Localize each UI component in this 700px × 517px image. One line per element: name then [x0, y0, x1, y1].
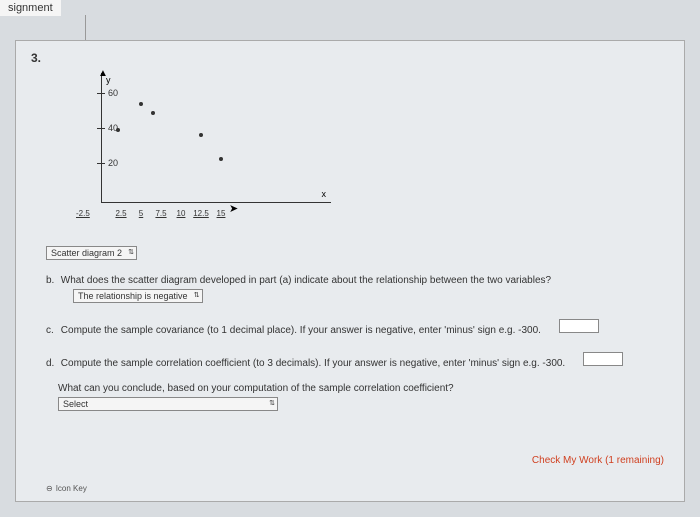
part-c-label: c.	[46, 325, 58, 336]
neg-x-label: -2.5	[76, 209, 90, 218]
part-b-question: What does the scatter diagram developed …	[61, 275, 551, 286]
conclusion-text: What can you conclude, based on your com…	[58, 383, 669, 411]
part-c-text: c. Compute the sample covariance (to 1 d…	[46, 317, 669, 336]
y-tick	[97, 93, 105, 94]
scatter-chart: ▲ y x 60 40 20 -2.5 2.5 5 7.5 10 12.5 15…	[71, 73, 331, 223]
x-tick-label: 5	[139, 209, 143, 218]
covariance-input[interactable]	[559, 319, 599, 333]
scatter-point	[199, 133, 203, 137]
y-tick-label: 20	[108, 158, 118, 168]
question-number: 3.	[31, 51, 669, 65]
x-tick-label: 2.5	[115, 209, 126, 218]
cursor-icon: ➤	[229, 202, 238, 215]
check-my-work-link[interactable]: Check My Work (1 remaining)	[532, 455, 664, 466]
scatter-point	[139, 102, 143, 106]
part-d-question: Compute the sample correlation coefficie…	[61, 358, 565, 369]
conclusion-dropdown[interactable]: Select	[58, 397, 278, 411]
x-tick-label: 15	[217, 209, 226, 218]
part-b-label: b.	[46, 275, 58, 286]
scatter-diagram-dropdown[interactable]: Scatter diagram 2	[46, 246, 137, 260]
content-box: 3. ▲ y x 60 40 20 -2.5 2.5 5 7.5 10 12.5…	[15, 40, 685, 502]
y-axis-label: y	[106, 75, 111, 85]
part-b-text: b. What does the scatter diagram develop…	[46, 275, 669, 303]
conclusion-question: What can you conclude, based on your com…	[58, 383, 454, 394]
key-icon: ⊖	[46, 484, 53, 493]
y-tick	[97, 128, 105, 129]
part-c-question: Compute the sample covariance (to 1 deci…	[61, 325, 541, 336]
y-tick-label: 60	[108, 88, 118, 98]
x-tick-label: 7.5	[155, 209, 166, 218]
correlation-input[interactable]	[583, 352, 623, 366]
x-axis	[101, 202, 331, 203]
x-tick-label: 12.5	[193, 209, 209, 218]
tab-header: signment	[0, 0, 61, 16]
scatter-point	[151, 111, 155, 115]
y-tick	[97, 163, 105, 164]
relationship-dropdown[interactable]: The relationship is negative	[73, 289, 203, 303]
part-d-label: d.	[46, 358, 58, 369]
icon-key-label: Icon Key	[56, 484, 87, 493]
x-tick-label: 10	[177, 209, 186, 218]
x-axis-label: x	[322, 189, 327, 199]
part-d-text: d. Compute the sample correlation coeffi…	[46, 350, 669, 369]
scatter-point	[116, 128, 120, 132]
scatter-point	[219, 157, 223, 161]
icon-key[interactable]: ⊖Icon Key	[46, 484, 87, 493]
